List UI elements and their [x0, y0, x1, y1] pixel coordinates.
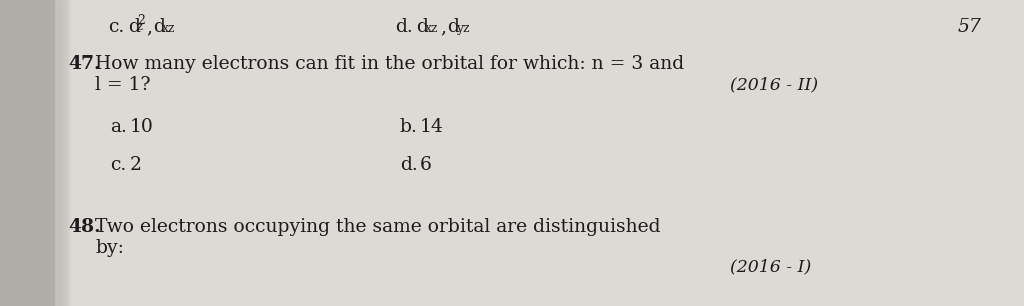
Text: d: d	[447, 18, 459, 36]
Text: b.: b.	[400, 118, 418, 136]
Text: d.: d.	[395, 18, 413, 36]
Text: (2016 - I): (2016 - I)	[730, 258, 811, 275]
Text: 6: 6	[420, 156, 432, 174]
Text: l = 1?: l = 1?	[95, 76, 151, 94]
Text: 48.: 48.	[68, 218, 100, 236]
Text: yz: yz	[456, 22, 470, 35]
Text: d: d	[153, 18, 165, 36]
Text: 2: 2	[137, 14, 144, 27]
Text: (2016 - II): (2016 - II)	[730, 76, 818, 93]
Bar	[0, 0, 55, 306]
Text: by:: by:	[95, 239, 124, 257]
Text: d.: d.	[400, 156, 418, 174]
Text: c.: c.	[108, 18, 124, 36]
Text: 57: 57	[958, 18, 982, 36]
Text: How many electrons can fit in the orbital for which: n = 3 and: How many electrons can fit in the orbita…	[95, 55, 684, 73]
Text: a.: a.	[110, 118, 127, 136]
Text: xz: xz	[162, 22, 175, 35]
Text: c.: c.	[110, 156, 126, 174]
Text: ,: ,	[146, 18, 152, 36]
Text: Two electrons occupying the same orbital are distinguished: Two electrons occupying the same orbital…	[95, 218, 660, 236]
Text: 10: 10	[130, 118, 154, 136]
Text: z: z	[137, 22, 143, 32]
Text: 2: 2	[130, 156, 142, 174]
Text: 14: 14	[420, 118, 443, 136]
Text: 47.: 47.	[68, 55, 100, 73]
Text: d: d	[128, 18, 140, 36]
Text: xz: xz	[425, 22, 438, 35]
Text: d: d	[416, 18, 428, 36]
Text: ,: ,	[440, 18, 446, 36]
